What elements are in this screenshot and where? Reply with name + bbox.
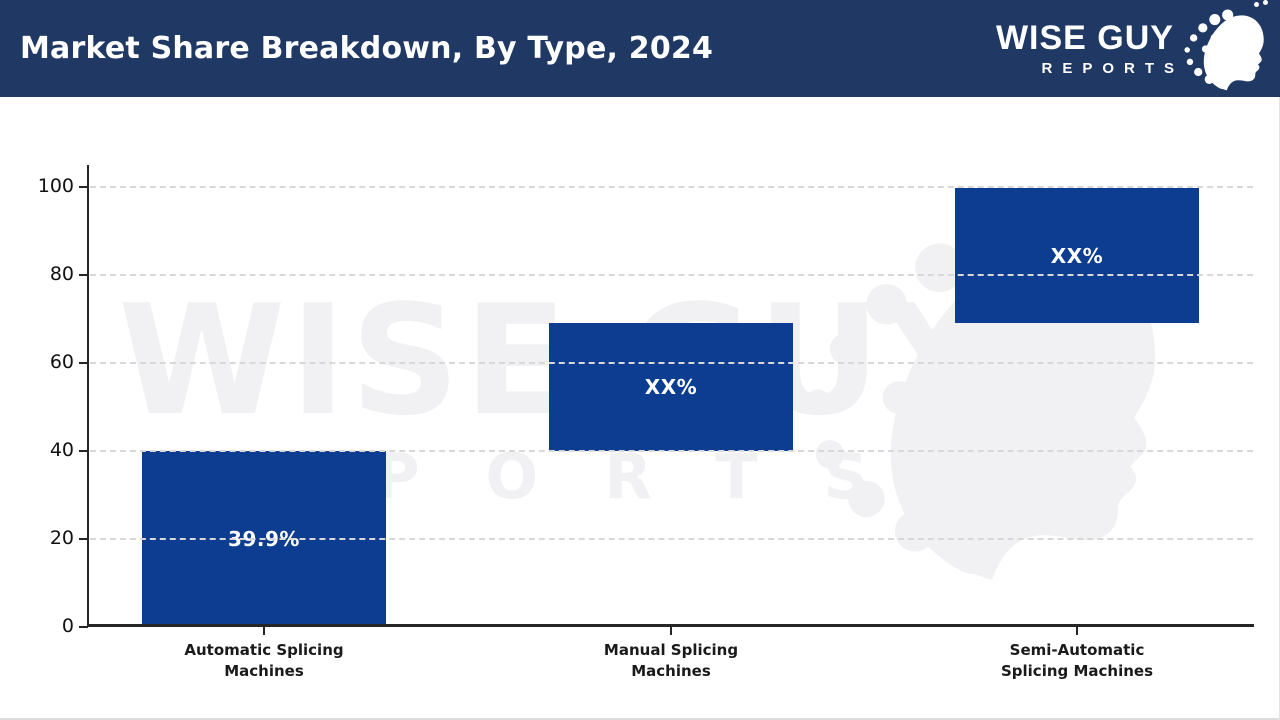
gridline <box>90 186 1253 188</box>
bar-semi-automatic-splicing-machines: XX% <box>955 187 1199 324</box>
logo-text: WISE GUY REPORTS <box>995 0 1268 76</box>
x-tick-mark <box>263 627 265 635</box>
bar-manual-splicing-machines: XX% <box>549 323 793 451</box>
y-tick-label: 20 <box>49 527 74 549</box>
y-tick-mark <box>79 186 88 188</box>
gridline <box>90 274 1253 276</box>
bottom-border <box>0 718 1280 720</box>
bar-value-label: XX% <box>1050 243 1104 268</box>
y-tick-label: 40 <box>49 439 74 461</box>
x-axis-spine <box>87 624 1254 627</box>
wiseguy-logo: WISE GUY REPORTS <box>995 0 1270 91</box>
y-axis-spine <box>87 165 89 627</box>
x-tick-mark <box>1076 627 1078 635</box>
page-title: Market Share Breakdown, By Type, 2024 <box>20 31 714 66</box>
gridline <box>90 538 1253 540</box>
y-tick-mark <box>79 362 88 364</box>
gridline <box>90 362 1253 364</box>
y-tick-mark <box>79 450 88 452</box>
y-tick-mark <box>79 274 88 276</box>
x-axis-category-label: Automatic Splicing Machines <box>184 641 344 680</box>
y-tick-label: 100 <box>37 175 74 197</box>
x-axis-category-label: Manual Splicing Machines <box>603 641 739 680</box>
y-tick-mark <box>79 626 88 628</box>
y-diaeresis-dots-icon <box>1263 0 1268 5</box>
face-profile-dots-icon <box>1184 8 1264 90</box>
y-tick-mark <box>79 538 88 540</box>
y-tick-label: 60 <box>49 351 74 373</box>
y-tick-label: 80 <box>49 263 74 285</box>
x-tick-mark <box>670 627 672 635</box>
logo-subtitle: REPORTS <box>1041 60 1184 77</box>
logo-wordmark: WISE GUY <box>995 19 1174 57</box>
bar-value-label: XX% <box>644 375 698 400</box>
x-axis-category-label: Semi-Automatic Splicing Machines <box>1000 641 1154 680</box>
y-tick-label: 0 <box>61 615 74 637</box>
gridline <box>90 450 1253 452</box>
header-bar: Market Share Breakdown, By Type, 2024 WI… <box>0 0 1280 97</box>
